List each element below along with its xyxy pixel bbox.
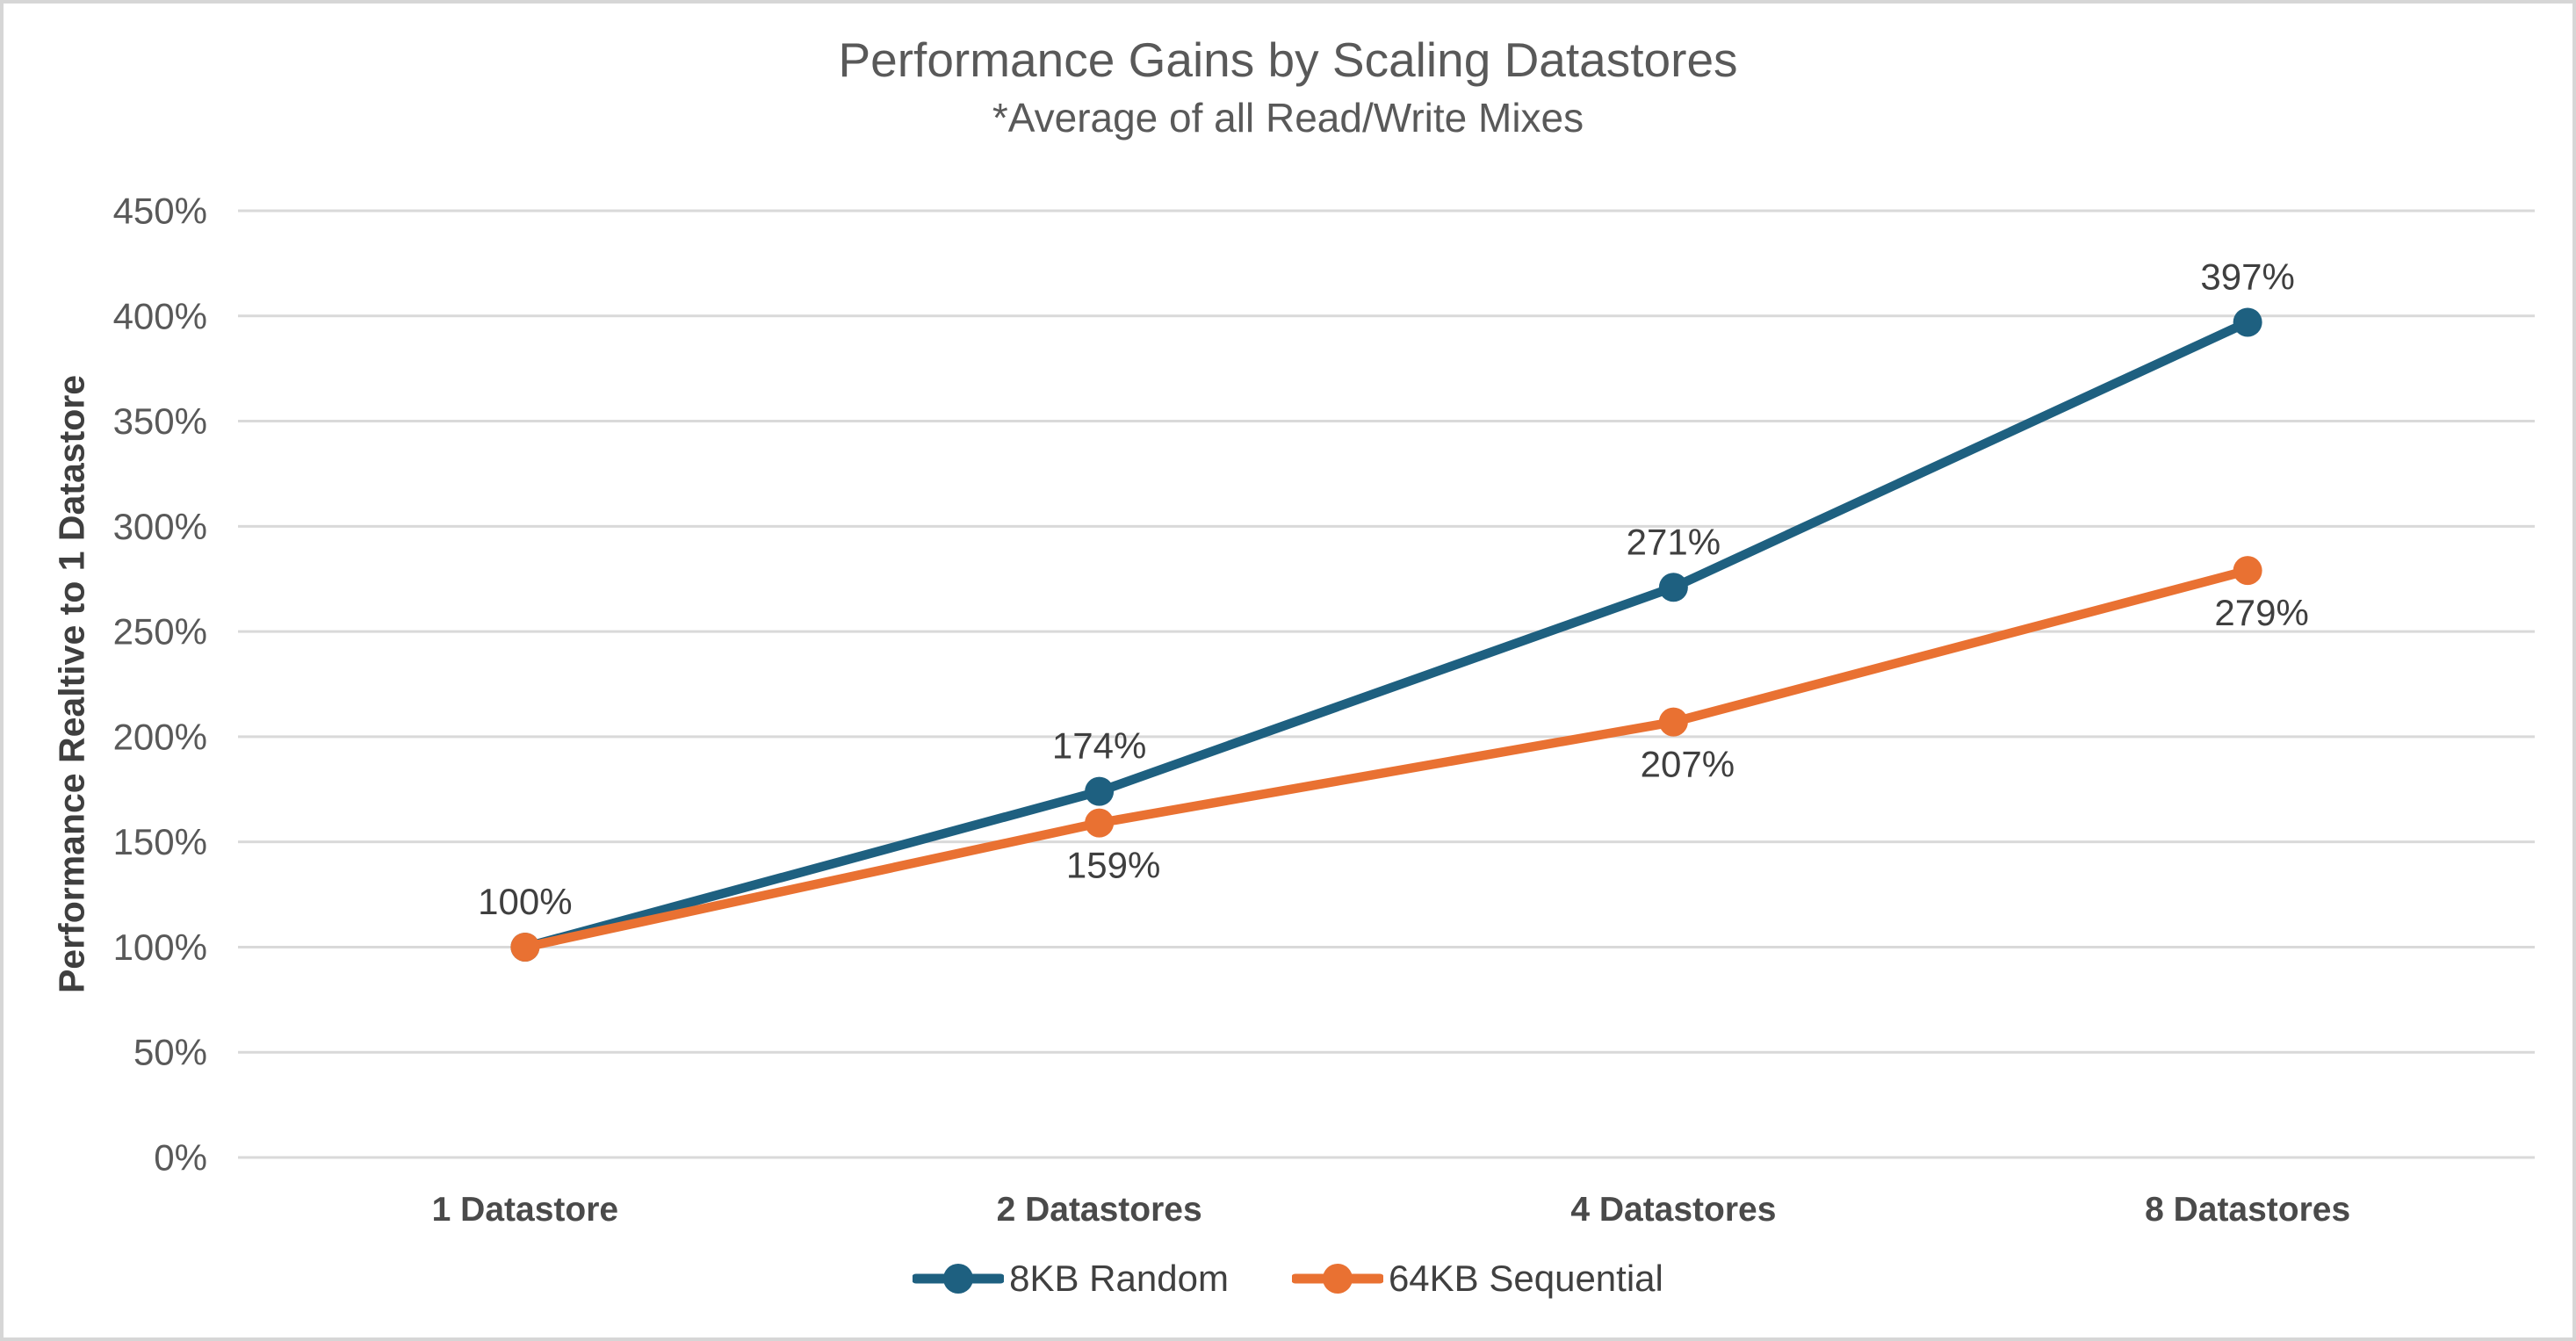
legend-marker-icon xyxy=(913,1264,1005,1294)
y-tick-label: 0% xyxy=(154,1137,207,1179)
data-label-8kb-random: 174% xyxy=(1052,725,1146,767)
x-category-label: 1 Datastore xyxy=(432,1191,618,1229)
legend-item-64kb-sequential: 64KB Sequential xyxy=(1291,1258,1663,1300)
x-category-label: 4 Datastores xyxy=(1570,1191,1776,1229)
series-line-64kb-sequential xyxy=(520,566,2253,952)
data-label-8kb-random: 397% xyxy=(2200,256,2294,297)
data-label-8kb-random: 271% xyxy=(1627,521,1721,562)
data-point-64kb-sequential xyxy=(510,932,540,962)
data-point-8kb-random xyxy=(1085,776,1115,806)
chart-header: Performance Gains by Scaling Datastores … xyxy=(4,30,2572,142)
legend-item-8kb-random: 8KB Random xyxy=(913,1258,1229,1300)
y-tick-label: 100% xyxy=(113,926,207,968)
data-label-64kb-sequential: 207% xyxy=(1641,744,1735,785)
chart-legend: 8KB Random 64KB Sequential xyxy=(4,1258,2572,1300)
y-tick-label: 350% xyxy=(113,400,207,442)
legend-label: 64KB Sequential xyxy=(1388,1258,1663,1299)
y-tick-label: 300% xyxy=(113,506,207,547)
chart-title: Performance Gains by Scaling Datastores xyxy=(838,32,1738,87)
data-label-64kb-sequential: 279% xyxy=(2214,592,2308,633)
data-label-64kb-sequential: 159% xyxy=(1066,845,1160,886)
legend-label: 8KB Random xyxy=(1009,1258,1229,1299)
x-category-label: 8 Datastores xyxy=(2145,1191,2350,1229)
data-label-8kb-random: 100% xyxy=(478,881,572,922)
chart-subtitle: *Average of all Read/Write Mixes xyxy=(992,94,1584,141)
y-tick-label: 150% xyxy=(113,821,207,862)
y-tick-label: 250% xyxy=(113,611,207,652)
data-point-64kb-sequential xyxy=(1658,707,1688,737)
data-point-64kb-sequential xyxy=(1085,808,1115,838)
data-point-8kb-random xyxy=(1658,573,1688,602)
data-point-64kb-sequential xyxy=(2233,556,2262,586)
y-tick-label: 200% xyxy=(113,716,207,757)
series-line-8kb-random xyxy=(520,317,2253,952)
y-tick-label: 400% xyxy=(113,295,207,336)
y-tick-label: 450% xyxy=(113,191,207,232)
line-chart-plot: 0% 50% 100% 150% 200% 250% 300% 350% 400% 450% 1 D… xyxy=(113,191,2535,1229)
x-category-label: 2 Datastores xyxy=(997,1191,1202,1229)
legend-marker-icon xyxy=(1291,1264,1383,1294)
y-tick-label: 50% xyxy=(133,1032,207,1073)
data-point-8kb-random xyxy=(2233,307,2262,337)
